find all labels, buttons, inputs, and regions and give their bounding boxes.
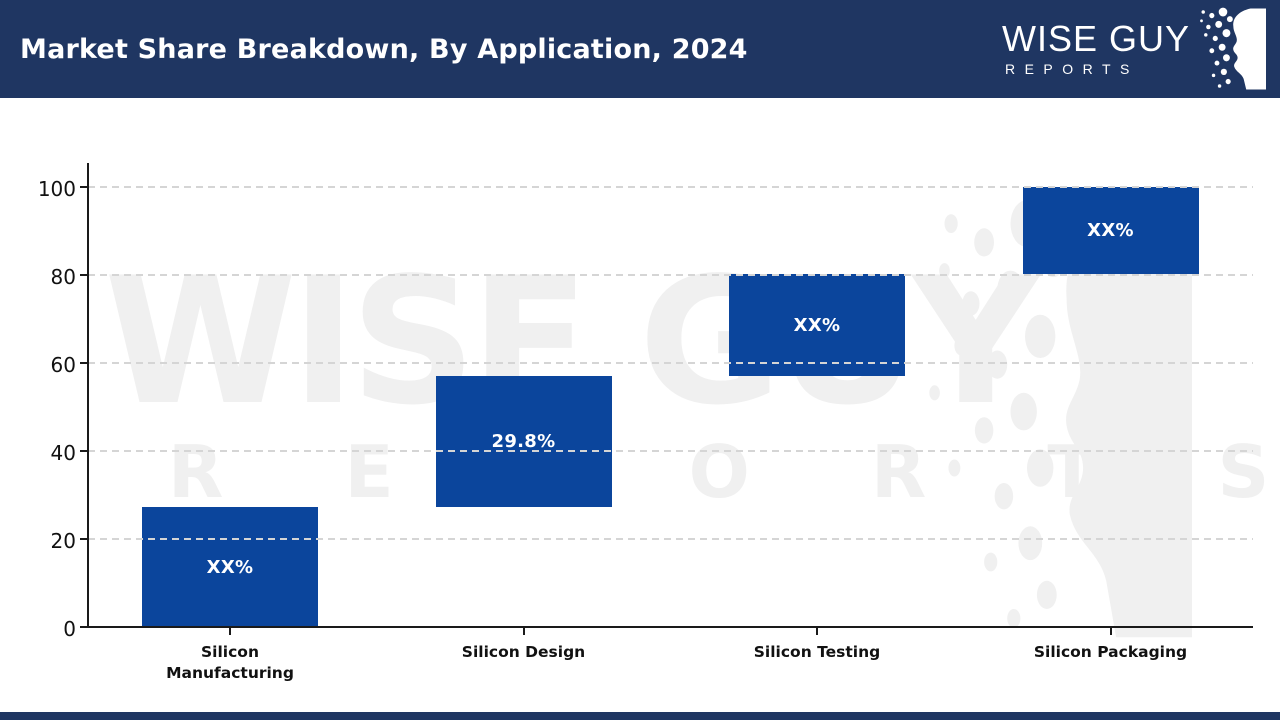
ytick-label-80: 80 <box>50 265 76 289</box>
page-title: Market Share Breakdown, By Application, … <box>20 33 748 65</box>
ytick-label-40: 40 <box>50 441 76 465</box>
ytick-mark-40 <box>80 450 88 452</box>
bar-silicon-design: 29.8% <box>435 376 612 508</box>
xtick-label-2: Silicon Design <box>461 643 586 661</box>
ytick-label-100: 100 <box>37 177 76 201</box>
ytick-label-0: 0 <box>63 617 76 641</box>
gridline-y-40 <box>88 450 1253 452</box>
ytick-label-20: 20 <box>50 529 76 553</box>
gridline-y-100 <box>88 186 1253 188</box>
ytick-mark-20 <box>80 538 88 540</box>
xtick-label-4: Silicon Packaging <box>1033 643 1188 661</box>
y-axis-spine <box>87 163 89 628</box>
header-bar: Market Share Breakdown, By Application, … <box>0 0 1280 98</box>
gridline-y-80 <box>88 274 1253 276</box>
xtick-mark-2 <box>522 627 525 635</box>
bar-value-label: XX% <box>793 314 841 336</box>
xtick-label-3: Silicon Testing <box>753 643 881 661</box>
ytick-mark-60 <box>80 362 88 364</box>
xtick-label-1: Silicon Manufacturing <box>166 643 294 682</box>
ytick-mark-80 <box>80 274 88 276</box>
gridline-y-20 <box>88 538 1253 540</box>
ytick-label-60: 60 <box>50 353 76 377</box>
ytick-mark-100 <box>80 186 88 188</box>
logo-wiseguy-label: WISE GUY <box>1001 18 1190 59</box>
xtick-mark-3 <box>816 627 818 635</box>
xtick-mark-4 <box>1109 627 1112 635</box>
wise-guy-reports-logo: WISE GUY REPORTS <box>1002 5 1280 93</box>
xtick-mark-1 <box>229 627 231 635</box>
logo-text: WISE GUY REPORTS <box>1001 18 1190 78</box>
x-axis-spine <box>87 626 1253 628</box>
logo-face-dots-icon <box>1200 7 1266 90</box>
gridline-y-60 <box>88 362 1253 364</box>
ytick-mark-0 <box>80 626 88 628</box>
bar-silicon-manufacturing: XX% <box>142 507 318 627</box>
logo-reports-label: REPORTS <box>1004 61 1139 77</box>
bar-value-label: XX% <box>206 556 254 578</box>
bar-value-label: 29.8% <box>491 431 556 453</box>
footer-bar <box>0 712 1280 720</box>
bar-silicon-testing: XX% <box>729 274 905 377</box>
